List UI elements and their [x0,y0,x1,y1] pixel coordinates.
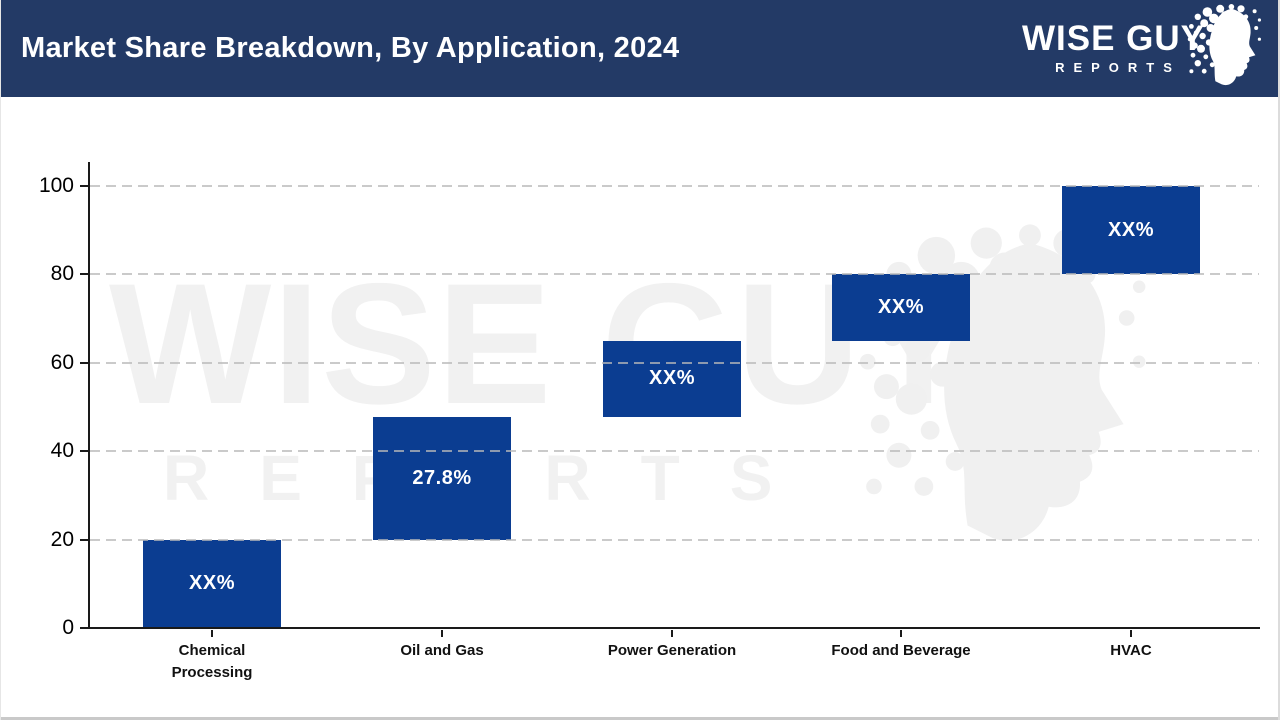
x-tick-label: Power Generation [607,642,737,659]
x-tick-mark [211,630,213,637]
bar-power-generation: XX% [603,340,741,417]
y-tick-mark [80,450,88,453]
x-tick-mark [1130,630,1132,637]
grid-line [90,450,1259,453]
x-tick-label: HVAC [1110,642,1152,659]
x-axis-line [88,627,1260,629]
bar-value-label: 27.8% [412,466,472,489]
x-tick-label: Chemical Processing [171,642,253,681]
x-tick-label: Food and Beverage [831,642,971,659]
y-tick-mark [80,273,88,276]
bar-value-label: XX% [1108,218,1154,241]
y-tick-label: 40 [50,439,74,463]
y-tick-mark [80,538,88,541]
grid-line [90,361,1259,364]
bar-oil-and-gas: 27.8% [373,416,511,540]
y-tick-mark [80,361,88,364]
grid-line [90,273,1259,276]
x-tick-mark [441,630,443,637]
logo-wiseguy-text: WISE GUY [1021,19,1205,59]
x-tick-mark [671,630,673,637]
bar-food-and-beverage: XX% [832,274,970,341]
bar-value-label: XX% [649,367,695,390]
bar-value-label: XX% [189,572,235,595]
header-bar: Market Share Breakdown, By Application, … [1,0,1278,97]
logo-text: WISE GUY REPORTS [1021,19,1205,75]
bar-chemical-processing: XX% [143,539,281,628]
y-tick-label: 60 [50,350,74,374]
y-tick-mark [80,185,88,187]
y-tick-label: 0 [62,616,74,639]
watermark-wiseguy-text: WISE GUY [109,248,978,440]
chart-title: Market Share Breakdown, By Application, … [21,32,680,64]
logo: WISE GUY REPORTS [1022,4,1273,92]
y-tick-mark [80,627,88,629]
y-axis-line [88,162,90,629]
grid-line [90,185,1259,187]
bar-hvac: XX% [1062,186,1200,275]
bar-value-label: XX% [878,296,924,319]
y-tick-label: 100 [38,174,74,197]
grid-line [90,538,1259,541]
x-tick-label: Oil and Gas [400,642,484,659]
x-tick-mark [900,630,902,637]
y-tick-label: 80 [50,262,74,286]
y-tick-label: 20 [50,527,74,551]
bottom-border [1,717,1278,720]
logo-head-icon [1187,4,1261,86]
logo-reports-text: REPORTS [1055,59,1181,75]
